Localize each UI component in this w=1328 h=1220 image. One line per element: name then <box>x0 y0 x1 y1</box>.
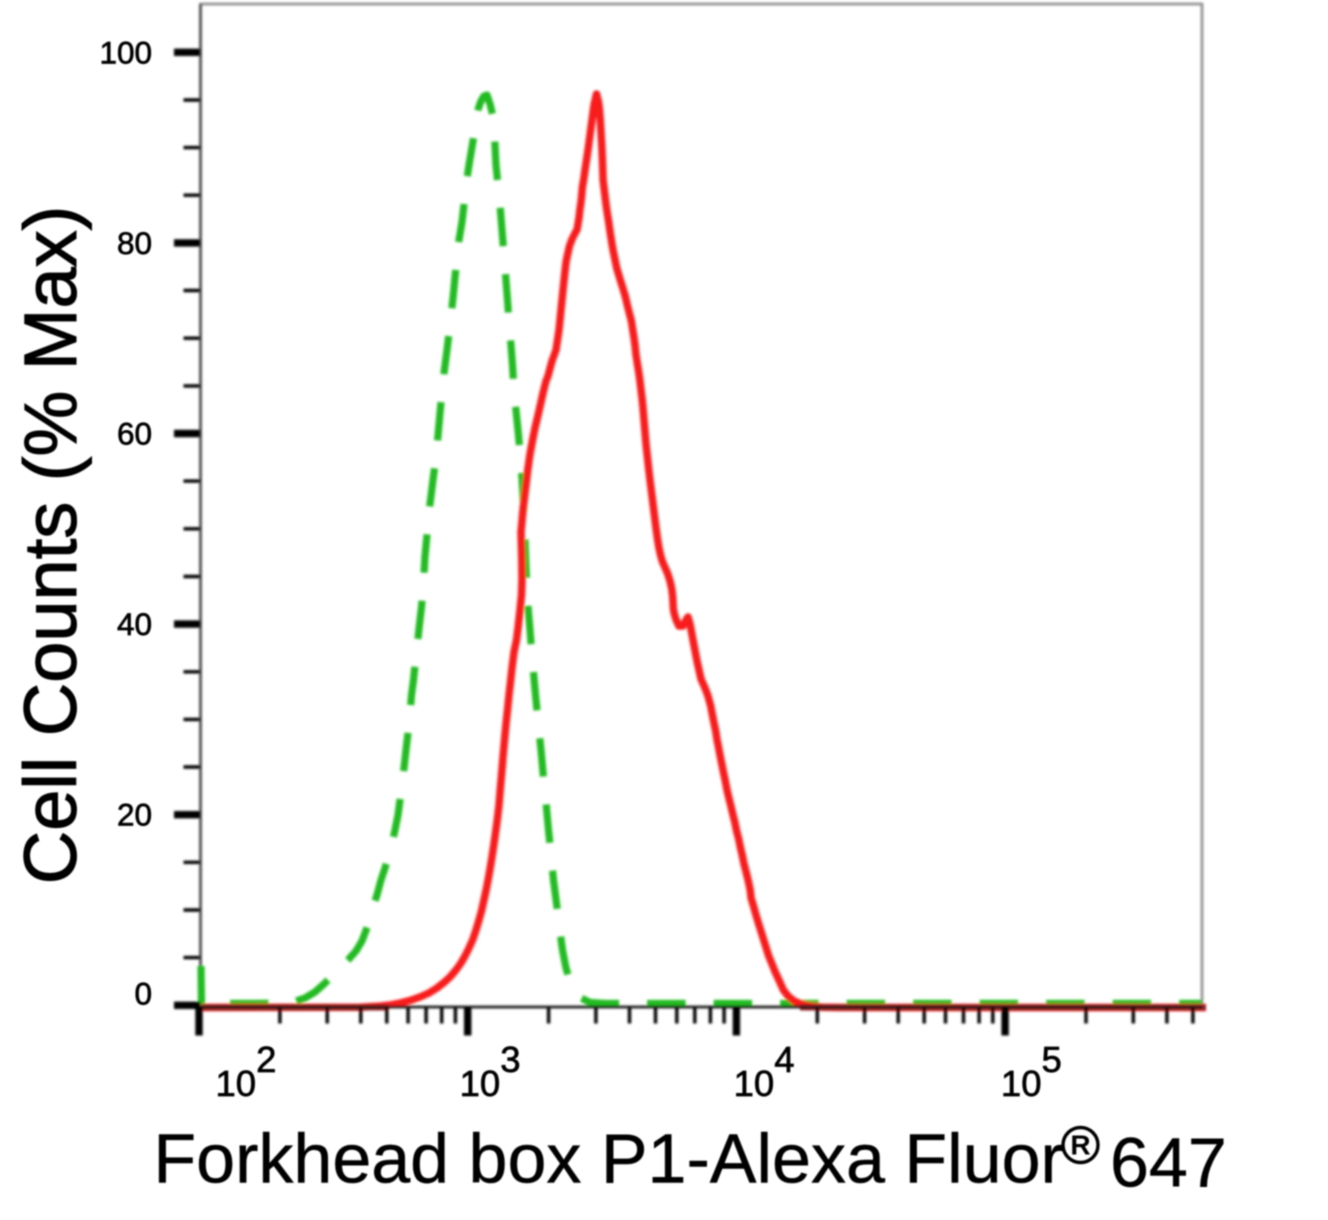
svg-text:0: 0 <box>134 976 152 1012</box>
svg-text:40: 40 <box>117 606 152 642</box>
svg-text:R: R <box>1070 1130 1090 1161</box>
svg-text:20: 20 <box>117 797 152 833</box>
svg-text:80: 80 <box>117 225 152 261</box>
svg-text:Forkhead box P1-Alexa Fluor: Forkhead box P1-Alexa Fluor <box>153 1120 1063 1198</box>
svg-text:100: 100 <box>99 34 152 70</box>
svg-text:Cell Counts (% Max): Cell Counts (% Max) <box>9 206 92 885</box>
svg-text:647: 647 <box>1110 1124 1227 1202</box>
svg-text:60: 60 <box>117 416 152 452</box>
